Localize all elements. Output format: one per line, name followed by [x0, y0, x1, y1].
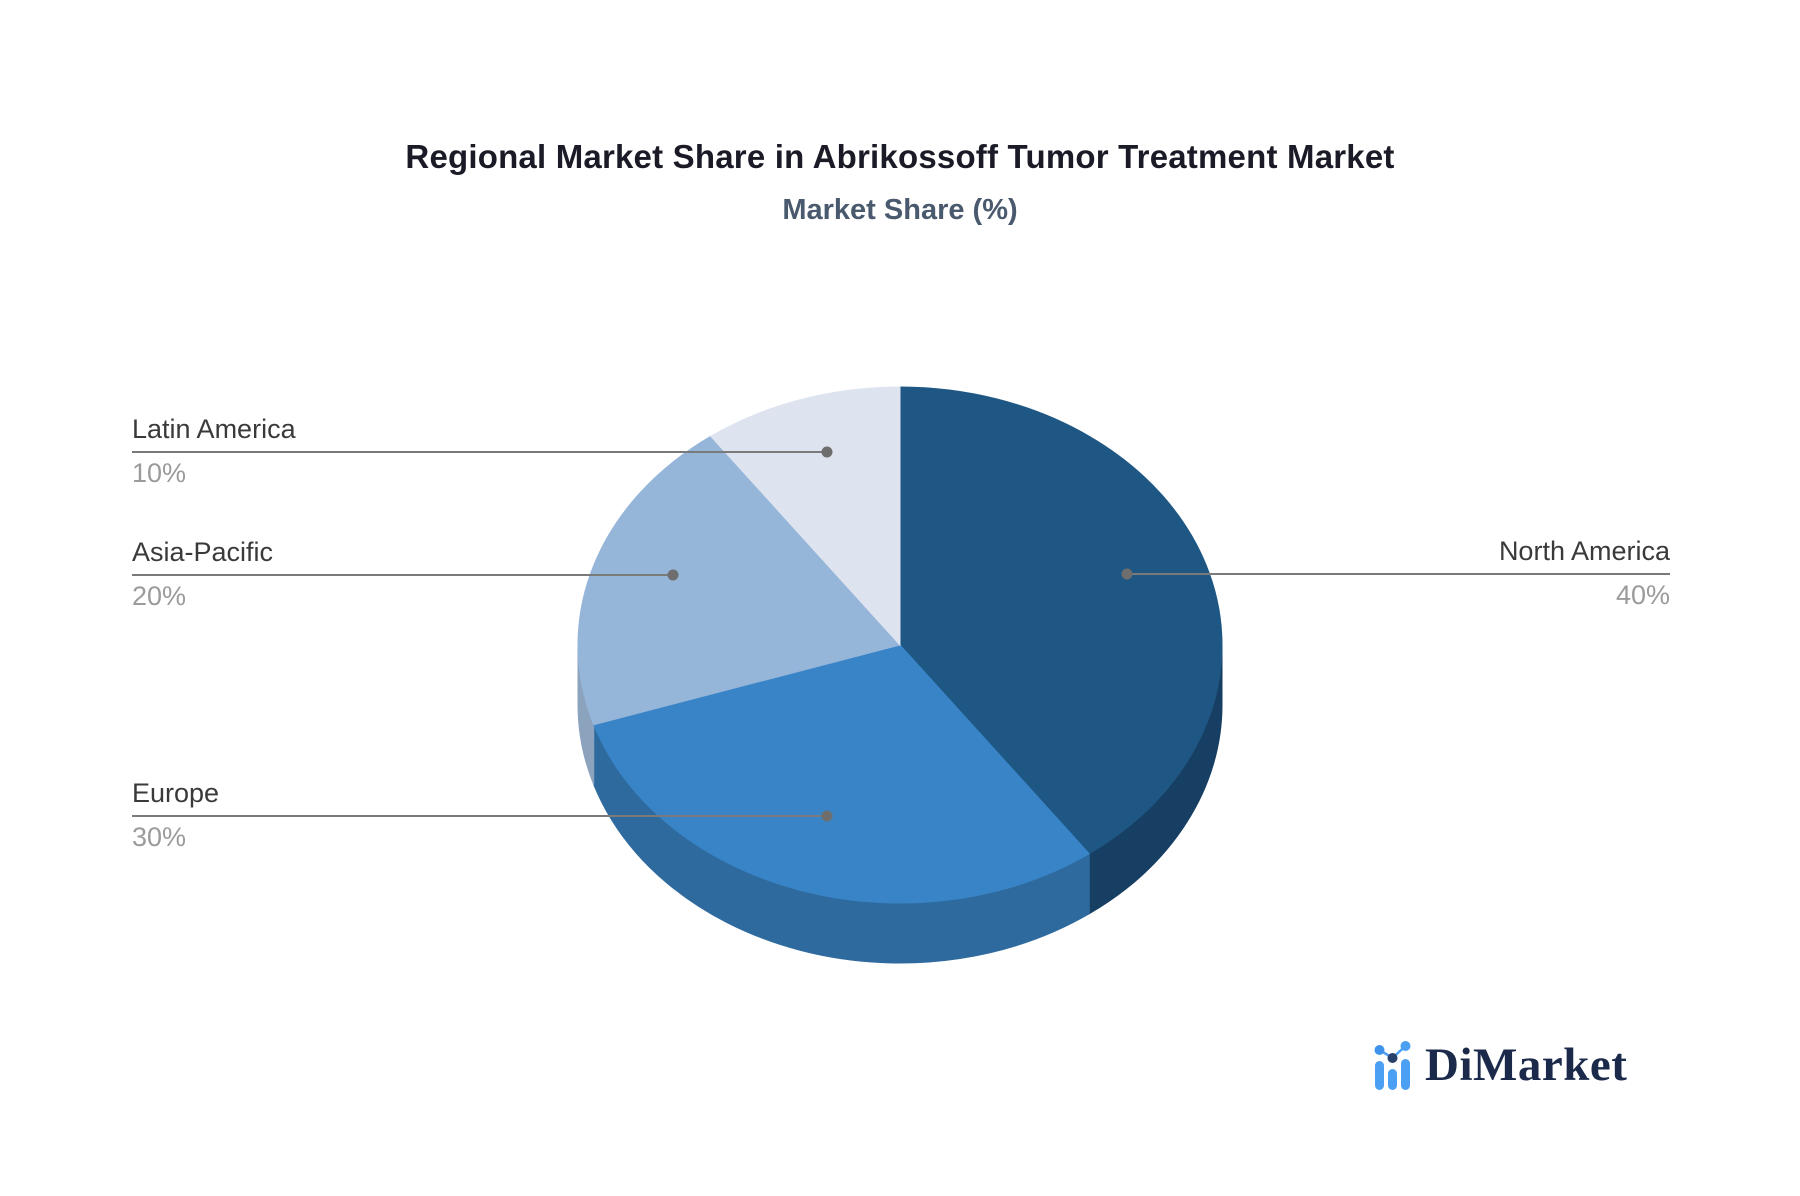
slice-label-north-america: North America 40%: [1499, 537, 1670, 610]
dimarket-logo-text: DiMarket: [1425, 1039, 1628, 1091]
slice-percent: 10%: [132, 458, 187, 488]
slice-percent: 20%: [132, 581, 187, 611]
leader-dot-europe: [821, 810, 833, 822]
slice-percent: 30%: [132, 822, 187, 852]
chart-title: Regional Market Share in Abrikossoff Tum…: [405, 138, 1395, 175]
bar-line-chart-icon: [1374, 1041, 1411, 1090]
slice-name: Europe: [132, 778, 220, 808]
slice-name: North America: [1498, 536, 1670, 566]
slice-name: Latin America: [132, 414, 296, 444]
pie-slice-asia-pacific[interactable]: [577, 435, 901, 726]
chart-subtitle: Market Share (%): [782, 194, 1018, 226]
slice-name: Asia-Pacific: [132, 537, 274, 567]
leader-dot-latin-america: [821, 446, 833, 458]
pie-slice-north-america[interactable]: [899, 386, 1223, 855]
dimarket-logo: DiMarket: [1370, 1036, 1627, 1094]
slice-label-asia-pacific: Asia-Pacific 20%: [132, 538, 273, 611]
leader-dot-north-america: [1121, 568, 1133, 580]
pie-slice-europe[interactable]: [593, 644, 1091, 904]
slice-label-europe: Europe 30%: [132, 779, 219, 852]
slice-label-latin-america: Latin America 10%: [132, 415, 296, 488]
leader-dot-asia-pacific: [667, 569, 679, 581]
slice-percent: 40%: [1615, 580, 1670, 610]
